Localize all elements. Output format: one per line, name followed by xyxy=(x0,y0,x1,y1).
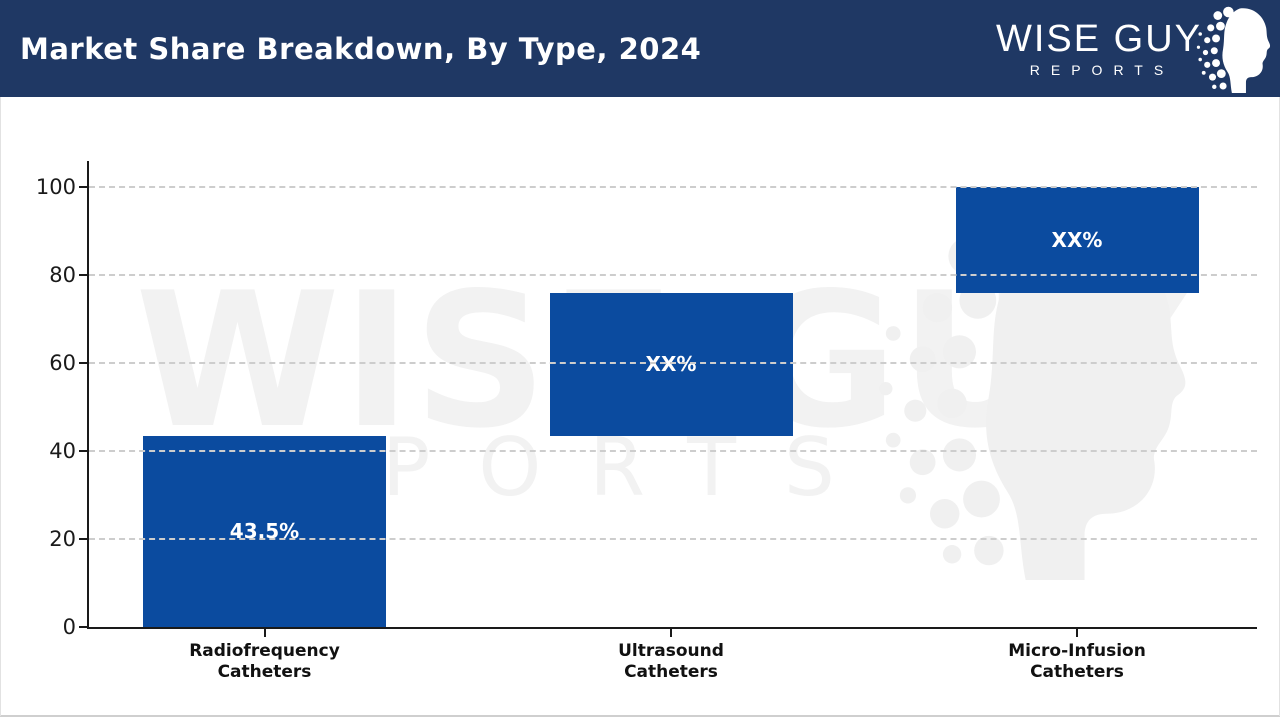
y-tick-mark xyxy=(79,362,87,364)
gridline-20 xyxy=(89,538,1257,540)
x-tick-mark xyxy=(263,629,266,637)
y-tick-mark xyxy=(79,186,87,188)
logo-reports-label: REPORTS xyxy=(1029,61,1175,78)
x-axis-line xyxy=(87,627,1257,629)
figure-bottom-border xyxy=(0,715,1280,717)
y-tick-label: 0 xyxy=(62,615,76,639)
x-category-label: Radiofrequency Catheters xyxy=(189,641,340,682)
gridline-100 xyxy=(89,186,1257,188)
gridline-80 xyxy=(89,274,1257,276)
y-tick-label: 100 xyxy=(35,175,76,199)
bar-segment: XX% xyxy=(549,292,793,436)
x-tick-mark xyxy=(670,629,672,637)
figure-left-border xyxy=(0,97,1,716)
x-tick-mark xyxy=(1076,629,1078,637)
x-category-label: Micro-Infusion Catheters xyxy=(1008,641,1146,682)
y-tick-label: 60 xyxy=(49,351,76,375)
logo-text: WISE GUY REPORTS xyxy=(995,18,1202,78)
gridline-60 xyxy=(89,362,1257,364)
bar-segment: 43.5% xyxy=(143,435,386,627)
y-tick-mark xyxy=(79,274,87,276)
page-title: Market Share Breakdown, By Type, 2024 xyxy=(20,31,702,66)
y-tick-label: 80 xyxy=(49,263,76,287)
y-axis-line xyxy=(87,161,89,629)
logo-face-icon xyxy=(1196,6,1271,93)
y-tick-mark xyxy=(79,538,87,540)
logo-wiseguy-label: WISE GUY xyxy=(995,18,1202,61)
header-bar: Market Share Breakdown, By Type, 2024 WI… xyxy=(0,0,1280,97)
x-category-label: Ultrasound Catheters xyxy=(618,641,724,682)
gridline-40 xyxy=(89,450,1257,452)
y-tick-mark xyxy=(79,626,87,628)
bar-segment: XX% xyxy=(955,187,1199,293)
y-tick-label: 20 xyxy=(49,527,76,551)
y-tick-mark xyxy=(79,450,87,452)
y-tick-label: 40 xyxy=(49,439,76,463)
bar-value-label: XX% xyxy=(1051,227,1103,252)
bar-value-label: XX% xyxy=(645,352,697,377)
wiseguy-logo: WISE GUY REPORTS xyxy=(996,4,1274,94)
